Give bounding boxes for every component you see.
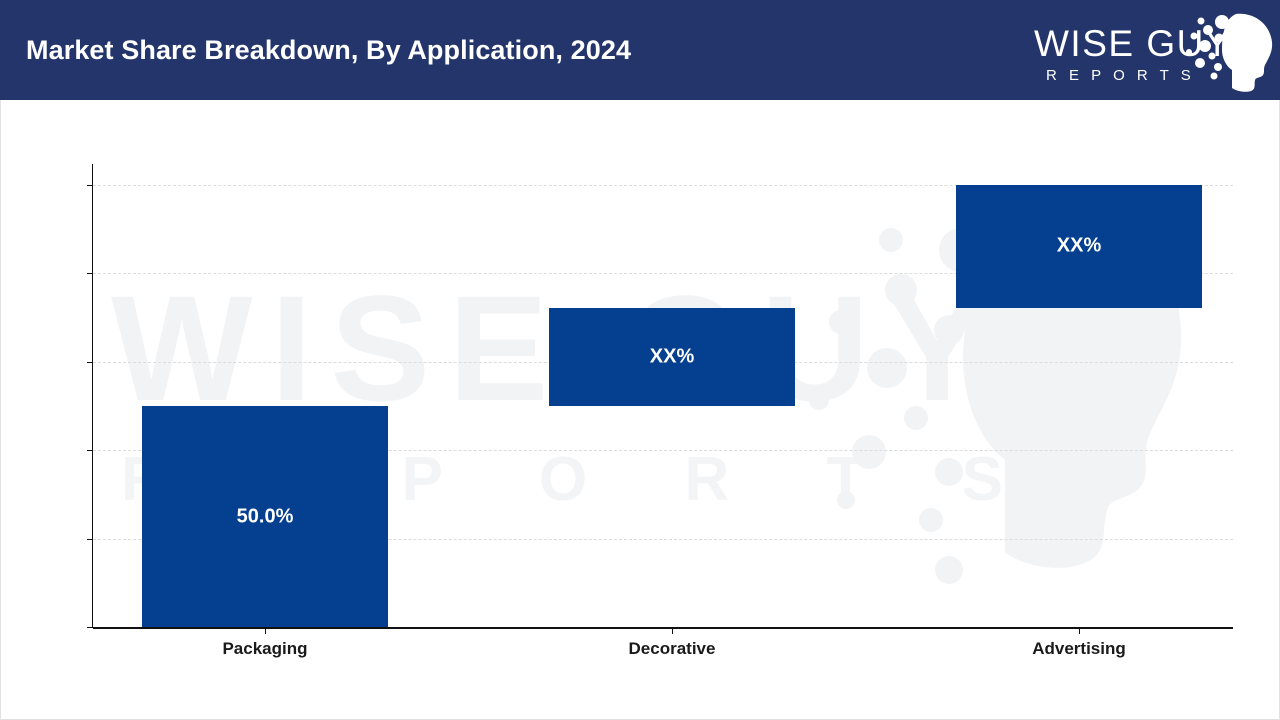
ytick-mark-100	[87, 185, 93, 186]
logo-secondary-text: R E P O R T S	[1046, 67, 1195, 84]
xtick-label-packaging: Packaging	[222, 639, 308, 658]
ytick-mark-40	[87, 450, 93, 452]
page-header: Market Share Breakdown, By Application, …	[0, 0, 1280, 100]
bar-label-packaging: 50.0%	[236, 505, 294, 527]
head-profile-dots-icon	[1186, 13, 1273, 92]
wise-guy-reports-logo: WISE GUY R E P O R T S	[1022, 8, 1274, 94]
bar-packaging[interactable]: 50.0%	[142, 406, 388, 627]
chart-content: WISE GUY R E P O R T S	[0, 100, 1280, 720]
ytick-mark-20	[87, 538, 93, 540]
bar-advertising[interactable]: XX%	[956, 185, 1202, 308]
logo-primary-text: WISE GUY	[1034, 23, 1231, 64]
ytick-mark-0	[87, 627, 93, 628]
xtick-mark-advertising	[1079, 627, 1080, 634]
gridline-20	[93, 538, 1233, 540]
x-axis-line	[93, 627, 1233, 629]
bar-label-decorative: XX%	[649, 345, 695, 368]
xtick-mark-packaging	[265, 627, 266, 634]
bar-label-advertising: XX%	[1056, 234, 1102, 257]
ytick-mark-80	[87, 273, 93, 275]
ytick-mark-60	[87, 361, 93, 363]
gridline-40	[93, 450, 1233, 452]
xtick-mark-decorative	[672, 627, 673, 634]
gridline-80	[93, 273, 1233, 275]
page-title: Market Share Breakdown, By Application, …	[26, 34, 632, 65]
xtick-label-advertising: Advertising	[1032, 639, 1126, 658]
y-axis-line	[92, 164, 93, 627]
bar-decorative[interactable]: XX%	[549, 307, 795, 406]
logo-svg: WISE GUY R E P O R T S	[1034, 13, 1273, 92]
gridline-100	[93, 185, 1233, 186]
plot-area: 100 80 60 40 20 0 50.0% XX% XX% Packagin…	[87, 164, 1233, 658]
xtick-label-decorative: Decorative	[628, 639, 716, 658]
